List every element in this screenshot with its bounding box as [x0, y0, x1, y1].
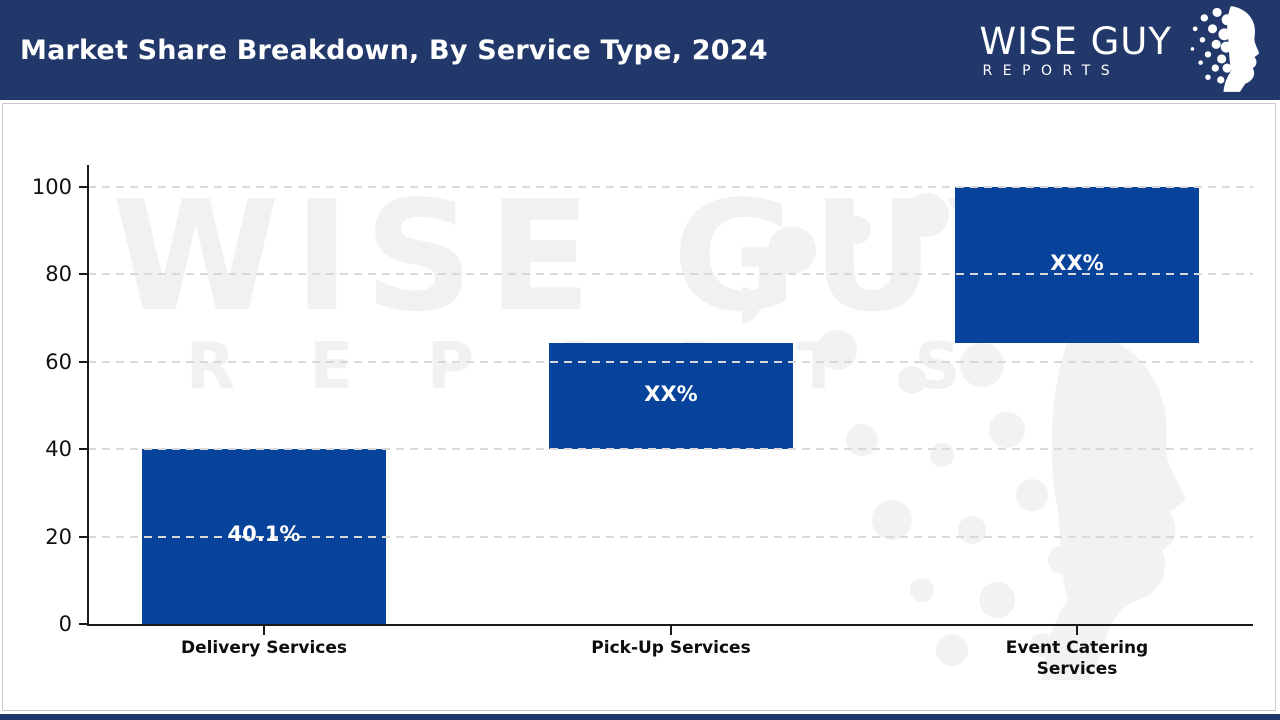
brand-logo-text: WISE GUY REPORTS: [980, 23, 1172, 78]
gridline: [88, 448, 1253, 451]
y-axis-tick: [79, 623, 87, 625]
y-axis-tick-label: 20: [45, 524, 72, 549]
y-axis-tick: [79, 186, 87, 188]
x-axis-tick: [263, 626, 265, 635]
brand-face-icon: [1176, 4, 1260, 96]
x-axis-tick: [1076, 626, 1078, 635]
gridline: [88, 273, 1253, 276]
header-bar: Market Share Breakdown, By Service Type,…: [0, 0, 1280, 100]
y-axis-line: [87, 165, 89, 626]
brand-logo-line2: REPORTS: [982, 62, 1121, 79]
bar-value-label: 40.1%: [227, 522, 301, 547]
brand-logo: WISE GUY REPORTS: [980, 4, 1260, 96]
y-axis-tick-label: 60: [45, 349, 72, 374]
y-axis-tick: [79, 448, 87, 451]
bar-segment: [955, 187, 1199, 343]
watermark-text: WISE GUY: [112, 168, 1073, 345]
category-label: Event Catering Services: [1005, 638, 1149, 679]
watermark-face-icon: [724, 100, 1192, 684]
category-label: Delivery Services: [180, 638, 348, 658]
gridline: [88, 535, 1253, 538]
bar-value-label: XX%: [1050, 251, 1104, 275]
y-axis-tick-label: 80: [45, 262, 72, 287]
category-label: Pick-Up Services: [591, 638, 751, 658]
y-axis-tick: [79, 535, 87, 538]
gridline: [88, 360, 1253, 363]
y-axis-tick: [79, 273, 87, 276]
x-axis-line: [87, 624, 1253, 626]
footer-bar: [0, 714, 1280, 720]
gridline: [88, 186, 1253, 188]
y-axis-tick-label: 100: [31, 175, 72, 199]
y-axis-tick: [79, 360, 87, 363]
y-axis-tick-label: 0: [58, 612, 72, 636]
y-axis-tick-label: 40: [45, 437, 72, 462]
bar-segment: [549, 343, 793, 449]
brand-logo-line1: WISE GUY: [979, 19, 1172, 63]
bar-value-label: XX%: [644, 381, 698, 406]
chart-title: Market Share Breakdown, By Service Type,…: [20, 34, 768, 66]
x-axis-tick: [670, 626, 672, 635]
